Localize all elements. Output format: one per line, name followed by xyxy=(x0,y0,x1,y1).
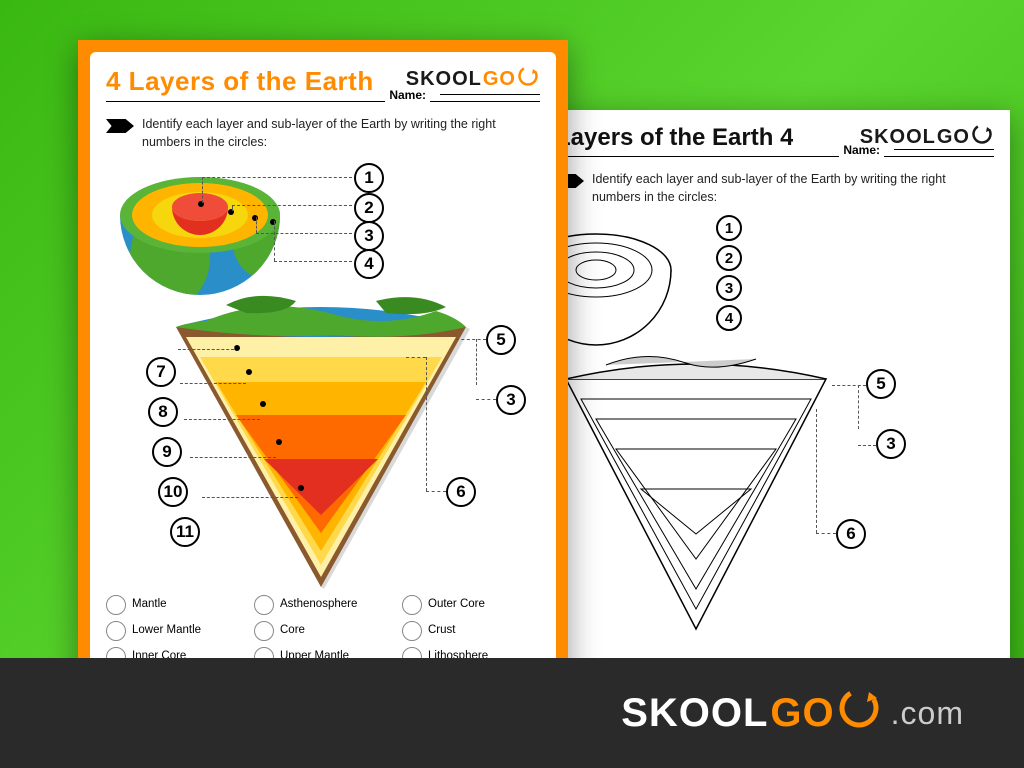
answer-option[interactable]: Crust xyxy=(402,621,540,641)
label-3-bw: 3 xyxy=(716,275,742,301)
label-2-bw: 2 xyxy=(716,245,742,271)
worksheet-color: 4 Layers of the Earth SKOOL GO Name: Ide… xyxy=(78,40,568,740)
label-6: 6 xyxy=(446,477,476,507)
worksheet-title-bw: 4 Layers of the Earth xyxy=(556,124,793,152)
instruction-bw: Identify each layer and sub-layer of the… xyxy=(592,171,994,203)
worksheet-title: 4 Layers of the Earth xyxy=(106,66,374,97)
label-2: 2 xyxy=(354,193,384,223)
label-5: 5 xyxy=(486,325,516,355)
label-5-bw: 5 xyxy=(866,369,896,399)
label-9: 9 xyxy=(152,437,182,467)
label-3: 3 xyxy=(354,221,384,251)
answer-option[interactable]: Core xyxy=(254,621,392,641)
worksheet-bw: 4 Layers of the Earth SKOOL GO Name: Ide… xyxy=(540,110,1010,730)
bullet-icon xyxy=(106,119,134,133)
label-4: 4 xyxy=(354,249,384,279)
label-7: 7 xyxy=(146,357,176,387)
name-label: Name: xyxy=(839,143,884,157)
label-1-bw: 1 xyxy=(716,215,742,241)
wedge-bw xyxy=(546,339,846,639)
label-10: 10 xyxy=(158,477,188,507)
answer-option[interactable]: Mantle xyxy=(106,595,244,615)
label-11: 11 xyxy=(170,517,200,547)
label-1: 1 xyxy=(354,163,384,193)
label-8: 8 xyxy=(148,397,178,427)
instruction: Identify each layer and sub-layer of the… xyxy=(142,116,540,151)
answer-option[interactable]: Asthenosphere xyxy=(254,595,392,615)
label-6-bw: 6 xyxy=(836,519,866,549)
label-3b-bw: 3 xyxy=(876,429,906,459)
footer-logo: SKOOL GO .com xyxy=(621,686,964,740)
wedge-diagram xyxy=(166,287,496,597)
label-4-bw: 4 xyxy=(716,305,742,331)
answer-option[interactable]: Lower Mantle xyxy=(106,621,244,641)
label-3b: 3 xyxy=(496,385,526,415)
answer-option[interactable]: Outer Core xyxy=(402,595,540,615)
footer-bar: SKOOL GO .com xyxy=(0,658,1024,768)
name-label: Name: xyxy=(385,88,430,102)
logo-arrow-icon xyxy=(837,686,881,730)
hemisphere-diagram xyxy=(110,157,310,307)
